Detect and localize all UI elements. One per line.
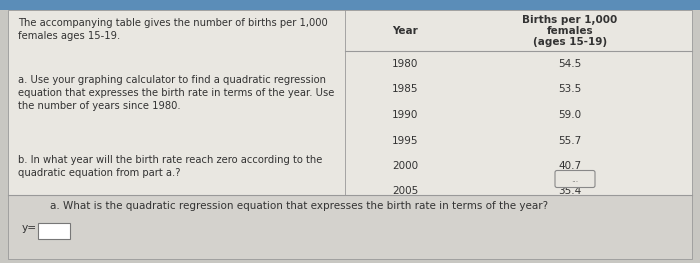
Text: The accompanying table gives the number of births per 1,000
females ages 15-19.: The accompanying table gives the number … (18, 18, 328, 41)
Bar (38, 223, 70, 239)
Text: (ages 15-19): (ages 15-19) (533, 37, 607, 47)
Text: 2000: 2000 (392, 161, 418, 171)
Text: y=: y= (22, 223, 37, 233)
Text: 1980: 1980 (392, 59, 418, 69)
Bar (8, 10, 692, 195)
Text: Year: Year (392, 26, 418, 36)
Text: Births per 1,000: Births per 1,000 (522, 15, 617, 25)
Text: 59.0: 59.0 (559, 110, 582, 120)
Bar (8, 195, 692, 259)
Text: 54.5: 54.5 (559, 59, 582, 69)
FancyBboxPatch shape (555, 170, 595, 188)
Text: 53.5: 53.5 (559, 84, 582, 94)
Text: b. In what year will the birth rate reach zero according to the
quadratic equati: b. In what year will the birth rate reac… (18, 155, 323, 178)
Text: 35.4: 35.4 (559, 186, 582, 196)
Text: females: females (547, 26, 594, 36)
Text: 40.7: 40.7 (559, 161, 582, 171)
Text: 55.7: 55.7 (559, 135, 582, 145)
Text: a. Use your graphing calculator to find a quadratic regression
equation that exp: a. Use your graphing calculator to find … (18, 75, 335, 112)
Text: 2005: 2005 (392, 186, 418, 196)
Text: 1985: 1985 (392, 84, 419, 94)
Bar (0, 0, 700, 10)
Text: 1995: 1995 (392, 135, 419, 145)
Text: ...: ... (571, 174, 579, 184)
Text: 1990: 1990 (392, 110, 418, 120)
Text: a. What is the quadratic regression equation that expresses the birth rate in te: a. What is the quadratic regression equa… (50, 201, 548, 211)
